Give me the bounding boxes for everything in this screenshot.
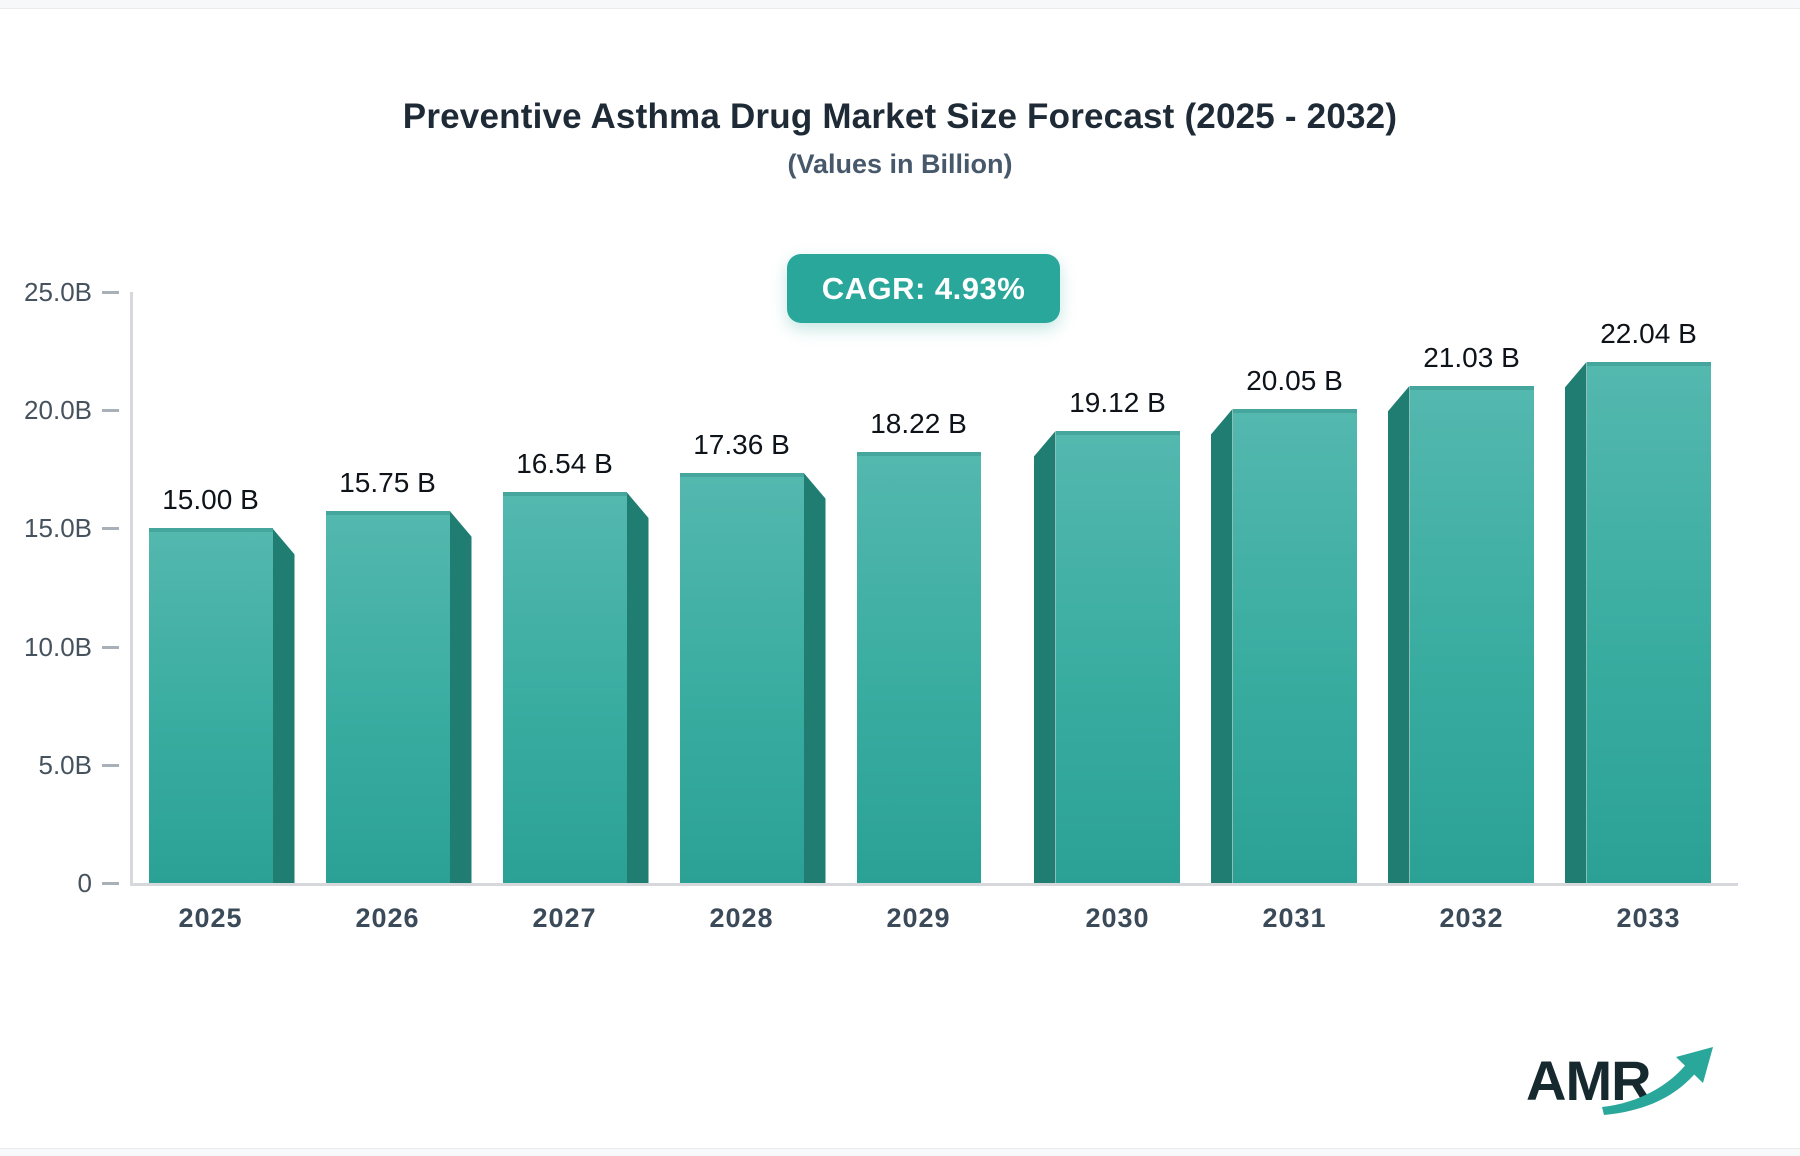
bar-2027-3d-side: [626, 491, 649, 883]
bar-2026[interactable]: [325, 510, 450, 883]
y-tick-dash-0: [102, 882, 119, 885]
bar-2025[interactable]: [148, 528, 273, 883]
x-tick-label-2029: 2029: [886, 903, 951, 933]
bar-2030[interactable]: [1055, 431, 1180, 883]
bar-2028-3d-side: [803, 472, 826, 883]
x-tick-label-2028: 2028: [709, 903, 774, 933]
y-tick-label-15.0B: 15.0B: [24, 513, 92, 544]
bar-2033[interactable]: [1586, 361, 1711, 883]
page-bottom-border: [0, 1148, 1800, 1156]
bar-2029[interactable]: [856, 452, 981, 883]
x-tick-label-2027: 2027: [532, 903, 597, 933]
bar-2025-3d-side: [272, 528, 295, 883]
bar-2030-3d-side: [1033, 431, 1056, 883]
bar-2028[interactable]: [679, 472, 804, 883]
page-top-border: [0, 0, 1800, 9]
chart-title: Preventive Asthma Drug Market Size Forec…: [402, 97, 1398, 136]
bar-2032[interactable]: [1409, 385, 1534, 883]
x-axis-line: [130, 883, 1738, 886]
cagr-badge: CAGR: 4.93%: [787, 254, 1060, 323]
bar-2031-3d-side: [1210, 409, 1233, 883]
y-tick-dash-15.0B: [102, 527, 119, 531]
amr-logo-arrowhead: [1676, 1047, 1713, 1083]
y-tick-label-0: 0: [77, 868, 92, 898]
x-tick-label-2033: 2033: [1616, 903, 1681, 933]
bar-value-label-2033: 22.04 B: [1600, 317, 1697, 349]
y-tick-label-20.0B: 20.0B: [24, 395, 92, 426]
y-tick-label-10.0B: 10.0B: [24, 631, 92, 662]
bar-2032-3d-side: [1387, 385, 1410, 883]
bar-value-label-2029: 18.22 B: [870, 408, 967, 440]
bar-value-label-2026: 15.75 B: [339, 466, 436, 498]
x-tick-label-2026: 2026: [355, 903, 420, 933]
x-tick-label-2030: 2030: [1085, 903, 1150, 933]
bar-2027[interactable]: [502, 491, 627, 883]
y-axis-line: [130, 292, 133, 886]
x-tick-label-2025: 2025: [178, 903, 243, 933]
y-tick-dash-20.0B: [102, 409, 119, 413]
y-tick-dash-10.0B: [102, 645, 119, 649]
y-tick-dash-5.0B: [102, 763, 119, 767]
bar-value-label-2031: 20.05 B: [1246, 365, 1343, 397]
bar-value-label-2028: 17.36 B: [693, 428, 790, 460]
amr-logo: AMR: [1526, 1047, 1713, 1115]
bar-value-label-2027: 16.54 B: [516, 447, 613, 479]
bar-value-label-2032: 21.03 B: [1423, 341, 1520, 373]
bar-value-label-2025: 15.00 B: [162, 484, 259, 516]
y-tick-label-25.0B: 25.0B: [24, 277, 92, 307]
bar-2033-3d-side: [1564, 361, 1587, 883]
bar-value-label-2030: 19.12 B: [1069, 387, 1166, 418]
x-tick-label-2031: 2031: [1262, 903, 1327, 933]
x-tick-label-2032: 2032: [1439, 903, 1504, 933]
chart-subtitle: (Values in Billion): [787, 149, 1013, 179]
y-tick-label-5.0B: 5.0B: [38, 749, 93, 780]
cagr-badge-label: CAGR: 4.93%: [821, 270, 1026, 306]
bar-2026-3d-side: [449, 510, 472, 883]
bar-2031[interactable]: [1232, 409, 1357, 883]
y-tick-dash-25.0B: [102, 291, 119, 294]
